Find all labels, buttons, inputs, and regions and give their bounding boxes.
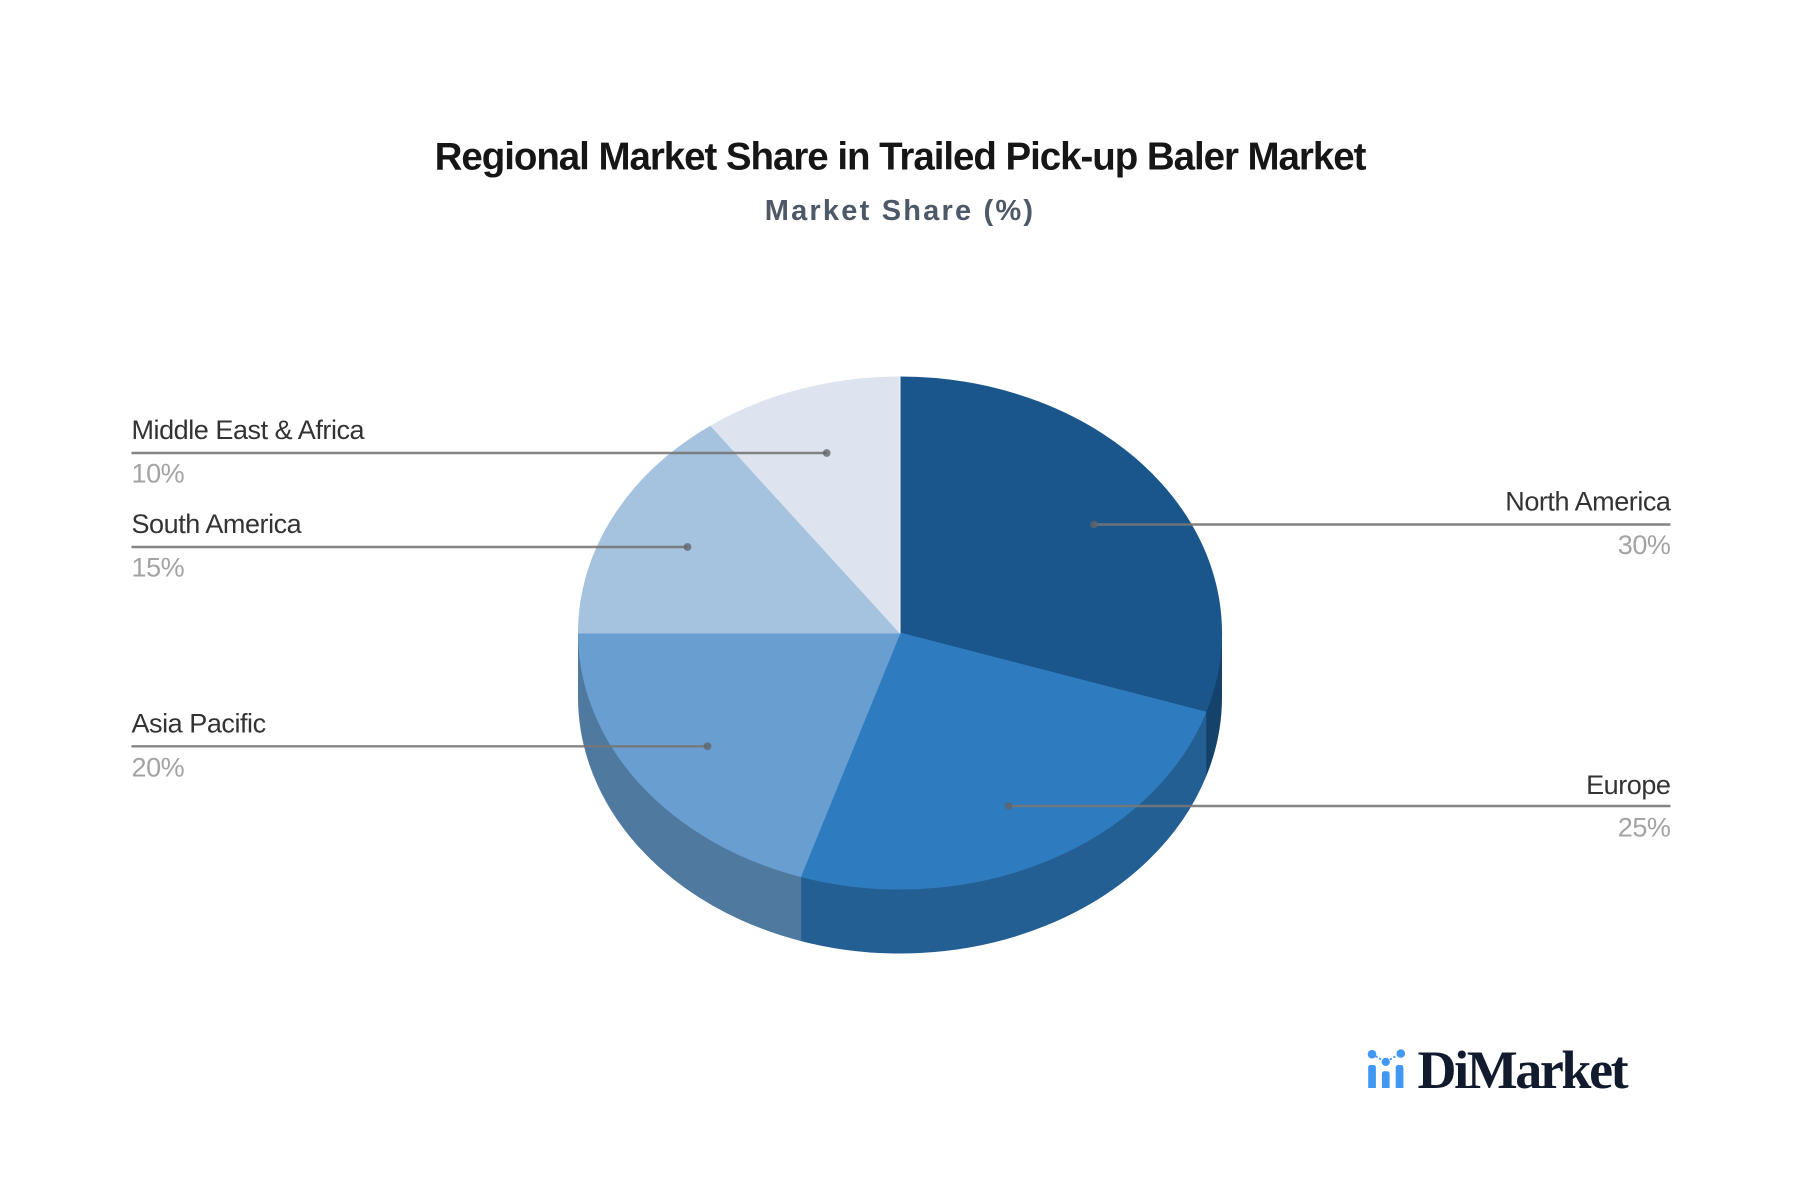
svg-text:Asia Pacific: Asia Pacific	[132, 709, 266, 739]
svg-text:10%: 10%	[132, 459, 185, 489]
svg-text:Market Share (%): Market Share (%)	[765, 195, 1036, 227]
svg-text:North America: North America	[1505, 486, 1672, 516]
svg-text:15%: 15%	[132, 553, 185, 583]
svg-text:Europe: Europe	[1586, 770, 1670, 800]
svg-text:20%: 20%	[132, 752, 185, 782]
svg-text:25%: 25%	[1618, 812, 1671, 842]
svg-text:Middle East & Africa: Middle East & Africa	[132, 415, 366, 445]
svg-text:South America: South America	[132, 509, 303, 539]
svg-text:Regional Market Share in Trail: Regional Market Share in Trailed Pick-up…	[435, 136, 1367, 179]
svg-text:DiMarket: DiMarket	[1418, 1040, 1629, 1100]
svg-text:30%: 30%	[1618, 530, 1671, 560]
